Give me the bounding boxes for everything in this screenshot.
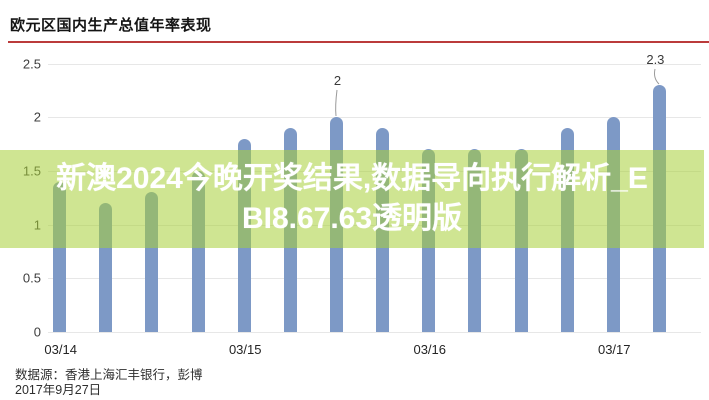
x-axis-tick-label: 03/17 [597, 342, 631, 357]
y-axis-tick-label: 2.5 [22, 56, 41, 71]
gridline [48, 63, 701, 65]
x-axis-tick-label: 03/15 [228, 342, 262, 357]
y-axis-tick-label: 0.5 [22, 270, 41, 286]
bar-value-label: 2 [333, 73, 342, 89]
x-axis-tick-label: 03/14 [44, 342, 77, 357]
leader-line [335, 90, 338, 117]
bar-value-label: 2.3 [646, 51, 665, 67]
x-axis-tick-label: 03/16 [413, 342, 447, 357]
gridline [48, 117, 701, 119]
y-axis-tick-label: 0 [33, 324, 41, 340]
gridline [48, 278, 701, 280]
watermark-text-line1: 新澳2024今晚开奖结果,数据导向执行解析_E [56, 162, 648, 195]
watermark-band [0, 150, 704, 248]
chart-footer: 数据源：香港上海汇丰银行，彭博 2017年9月27日 [15, 368, 203, 398]
chart-date: 2017年9月27日 [15, 383, 102, 397]
watermark-text-line2: BI8.67.63透明版 [241, 202, 463, 235]
y-axis-tick-label: 2 [33, 109, 41, 125]
title-divider-line [8, 41, 709, 43]
data-source-note: 数据源：香港上海汇丰银行，彭博 [15, 368, 203, 382]
gridline [48, 332, 701, 333]
chart-title: 欧元区国内生产总值年率表现 [10, 17, 212, 34]
leader-line [654, 68, 660, 85]
